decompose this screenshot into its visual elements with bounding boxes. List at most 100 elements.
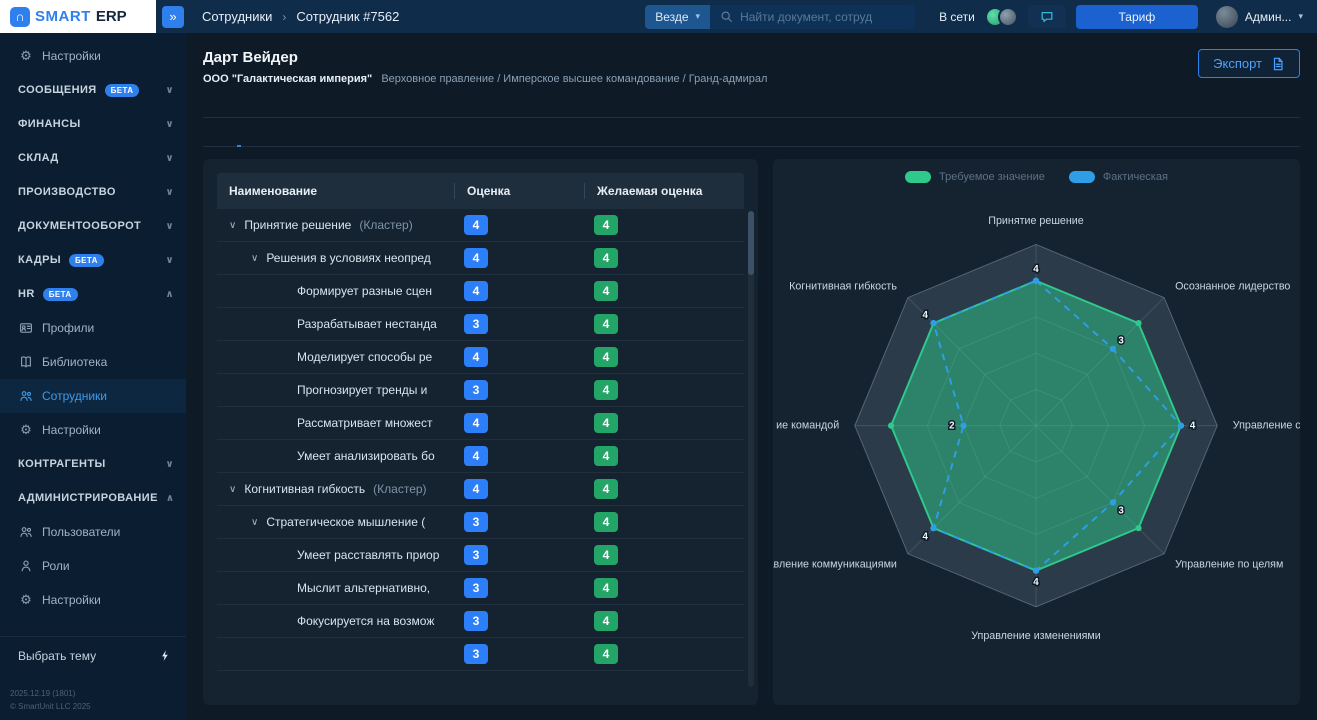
sidebar-item[interactable]: ДОКУМЕНТООБОРОТ ∨ <box>0 209 186 243</box>
sidebar-item[interactable]: Библиотека <box>0 345 186 379</box>
row-desired-cell: 4 <box>584 281 744 301</box>
table-row[interactable]: Мыслит альтернативно, 3 4 <box>217 572 744 605</box>
theme-button-label: Выбрать тему <box>18 648 97 663</box>
avatar[interactable] <box>997 6 1018 27</box>
sidebar-item[interactable]: АДМИНИСТРИРОВАНИЕ ∧ <box>0 481 186 515</box>
sidebar-item[interactable]: СООБЩЕНИЯ БЕТА ∨ <box>0 73 186 107</box>
online-avatar-stack[interactable] <box>984 6 1018 27</box>
score-badge: 3 <box>464 578 488 598</box>
table-row[interactable]: Умеет расставлять приор 3 4 <box>217 539 744 572</box>
desired-badge: 4 <box>594 644 618 664</box>
sidebar-item[interactable]: ⚙ Настройки <box>0 39 186 73</box>
desired-badge: 4 <box>594 413 618 433</box>
search-scope-dropdown[interactable]: Везде ▾ <box>645 4 711 29</box>
row-name: Моделирует способы ре <box>297 350 433 364</box>
row-score-cell: 3 <box>454 545 584 565</box>
sidebar-item[interactable]: КАДРЫ БЕТА ∨ <box>0 243 186 277</box>
search-field[interactable] <box>710 4 916 29</box>
sidebar-item[interactable]: Роли <box>0 549 186 583</box>
export-button[interactable]: Экспорт <box>1198 49 1300 78</box>
subtab[interactable] <box>203 124 207 146</box>
sidebar-footer: 2025.12.19 (1801) © SmartUnit LLC 2025 <box>10 688 91 714</box>
score-badge: 3 <box>464 644 488 664</box>
table-row[interactable]: Умеет анализировать бо 4 4 <box>217 440 744 473</box>
tariff-button[interactable]: Тариф <box>1075 4 1198 29</box>
account-menu[interactable]: Админ... ▾ <box>1215 5 1303 28</box>
topbar: ∩ SMART ERP » Сотрудники › Сотрудник #75… <box>0 0 1317 33</box>
avatar <box>1215 5 1238 28</box>
row-desired-cell: 4 <box>584 479 744 499</box>
chevron-down-icon[interactable]: ∨ <box>229 483 237 495</box>
table-row[interactable]: Фокусируется на возмож 3 4 <box>217 605 744 638</box>
breadcrumb-item[interactable]: Сотрудники <box>202 9 273 24</box>
card-icon <box>18 321 34 335</box>
tab-bar <box>203 99 1300 118</box>
search-input[interactable] <box>740 9 906 24</box>
subtab-bar <box>203 124 1300 147</box>
competencies-table-panel: Наименование Оценка Желаемая оценка <box>203 159 758 705</box>
table-row[interactable]: Моделирует способы ре 4 4 <box>217 341 744 374</box>
sidebar-item[interactable]: СКЛАД ∨ <box>0 141 186 175</box>
table-row[interactable]: ∨ Стратегическое мышление ( 3 4 <box>217 506 744 539</box>
svg-text:4: 4 <box>1033 577 1039 588</box>
desired-badge: 4 <box>594 578 618 598</box>
chat-button[interactable] <box>1027 5 1066 28</box>
tab[interactable] <box>271 99 275 117</box>
svg-text:Управление по целям: Управление по целям <box>1175 559 1283 571</box>
sidebar-item[interactable]: ФИНАНСЫ ∨ <box>0 107 186 141</box>
chevron-down-icon[interactable]: ∨ <box>251 516 259 528</box>
row-name-cell: ∨ Когнитивная гибкость (Кластер) <box>217 482 454 496</box>
main-content: Дарт Вейдер ООО "Галактическая империя" … <box>186 33 1317 720</box>
row-name-cell: Умеет анализировать бо <box>217 449 454 463</box>
sidebar-item[interactable]: ⚙ Настройки <box>0 583 186 617</box>
sidebar-item-label: Настройки <box>42 423 101 437</box>
tab[interactable] <box>203 99 207 117</box>
row-desired-cell: 4 <box>584 380 744 400</box>
sidebar-item[interactable]: Пользователи <box>0 515 186 549</box>
sidebar-item[interactable]: Сотрудники <box>0 379 186 413</box>
svg-text:4: 4 <box>923 310 929 321</box>
legend-item[interactable]: Требуемое значение <box>905 171 1045 183</box>
score-badge: 4 <box>464 248 488 268</box>
lightning-icon <box>159 649 172 662</box>
table-row[interactable]: Рассматривает множест 4 4 <box>217 407 744 440</box>
legend-color-chip <box>905 171 932 183</box>
chevron-down-icon[interactable]: ∨ <box>251 252 259 264</box>
gear-icon: ⚙ <box>20 48 32 63</box>
sidebar-item[interactable]: ПРОИЗВОДСТВО ∨ <box>0 175 186 209</box>
table-row[interactable]: 3 4 <box>217 638 744 671</box>
sidebar-collapse-button[interactable]: » <box>162 5 184 28</box>
breadcrumb-separator-icon: › <box>282 9 287 24</box>
sidebar-item[interactable]: Профили <box>0 311 186 345</box>
sidebar-item-label: ФИНАНСЫ <box>18 118 81 130</box>
chevron-down-icon: ∨ <box>165 186 174 198</box>
svg-text:Когнитивная гибкость: Когнитивная гибкость <box>789 280 897 292</box>
chevron-down-icon[interactable]: ∨ <box>229 219 237 231</box>
svg-text:Управление изменениями: Управление изменениями <box>971 630 1101 642</box>
row-score-cell: 4 <box>454 347 584 367</box>
row-name-cell: ∨ Принятие решение (Кластер) <box>217 218 454 232</box>
score-badge: 3 <box>464 512 488 532</box>
sidebar-item-label: СООБЩЕНИЯ <box>18 84 97 96</box>
svg-text:Управление с: Управление с <box>1233 420 1300 432</box>
table-row[interactable]: ∨ Принятие решение (Кластер) 4 4 <box>217 209 744 242</box>
table-scrollbar[interactable] <box>748 211 754 687</box>
table-row[interactable]: Формирует разные сцен 4 4 <box>217 275 744 308</box>
table-row[interactable]: Прогнозирует тренды и 3 4 <box>217 374 744 407</box>
smarterp-logo[interactable]: ∩ SMART ERP <box>0 0 156 33</box>
tab[interactable] <box>237 99 241 117</box>
scrollbar-thumb[interactable] <box>748 211 754 275</box>
svg-text:авление коммуникациями: авление коммуникациями <box>773 559 897 571</box>
legend-item[interactable]: Фактическая <box>1068 171 1168 183</box>
table-row[interactable]: ∨ Решения в условиях неопред 4 4 <box>217 242 744 275</box>
row-score-cell: 4 <box>454 413 584 433</box>
chevron-up-icon: ∧ <box>165 288 174 300</box>
sidebar-item[interactable]: HR БЕТА ∧ <box>0 277 186 311</box>
sidebar-item[interactable]: КОНТРАГЕНТЫ ∨ <box>0 447 186 481</box>
subtab[interactable] <box>237 124 241 147</box>
theme-button[interactable]: Выбрать тему <box>0 636 186 674</box>
score-badge: 3 <box>464 611 488 631</box>
table-row[interactable]: Разрабатывает нестанда 3 4 <box>217 308 744 341</box>
sidebar-item[interactable]: ⚙ Настройки <box>0 413 186 447</box>
table-row[interactable]: ∨ Когнитивная гибкость (Кластер) 4 4 <box>217 473 744 506</box>
